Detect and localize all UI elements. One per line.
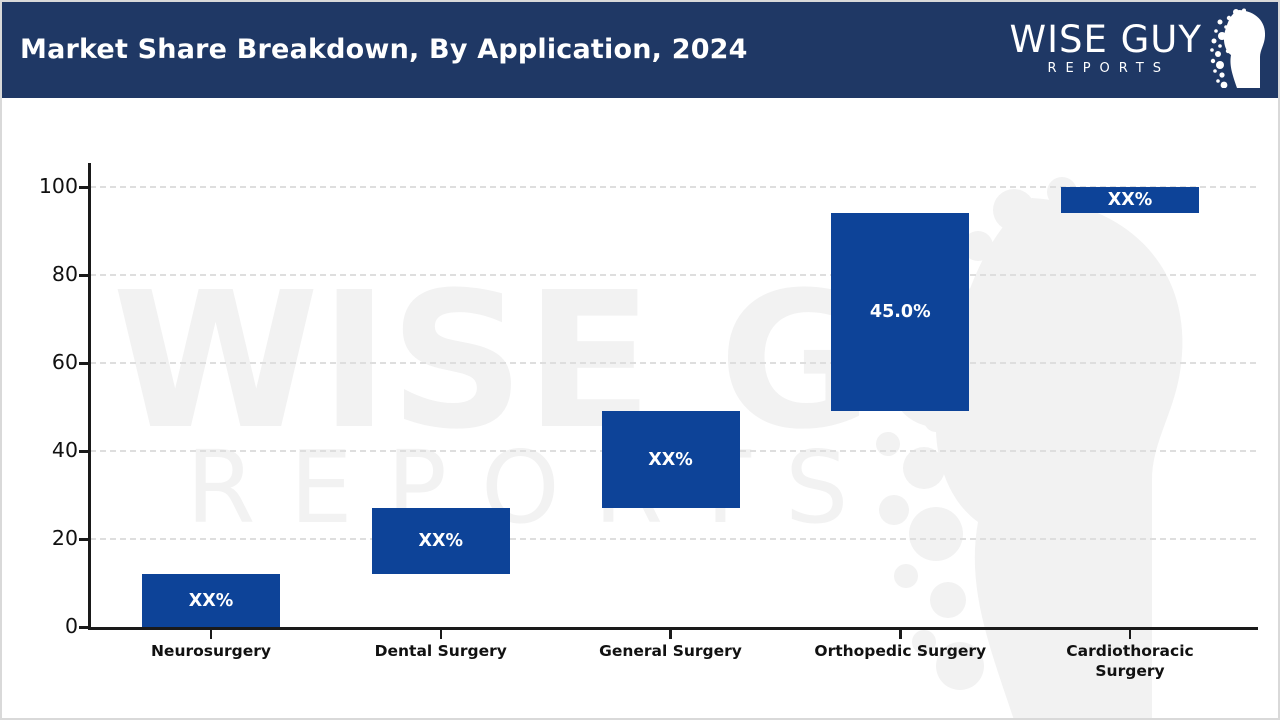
x-tick-4 [1128, 630, 1132, 639]
bar-1: XX% [371, 508, 510, 575]
x-tick-1 [439, 630, 442, 639]
watermark-reports-text: REPORTS [186, 429, 883, 546]
x-axis-label-1: Dental Surgery [374, 642, 507, 660]
x-tick-0 [209, 630, 213, 639]
y-tick-80 [79, 274, 90, 277]
x-tick-2 [669, 630, 672, 639]
x-axis-line [88, 627, 1258, 630]
x-axis-label-0: Neurosurgery [150, 642, 272, 660]
y-tick-0 [79, 626, 90, 629]
y-tick-20 [79, 538, 90, 541]
y-tick-60 [79, 362, 90, 365]
y-tick-label-0: 0 [64, 614, 78, 638]
gridline-y100 [90, 186, 1256, 188]
brand-name: WISE GUY [1009, 18, 1202, 61]
gridline-y80 [90, 274, 1256, 276]
bar-4: XX% [1061, 187, 1199, 214]
y-tick-label-60: 60 [51, 350, 78, 374]
x-axis-label-3: Orthopedic Surgery [814, 642, 987, 660]
y-tick-label-40: 40 [51, 438, 78, 462]
x-tick-3 [899, 630, 902, 639]
bar-value-label-2: XX% [648, 449, 693, 470]
bar-0: XX% [142, 574, 280, 627]
x-axis-label-2: General Surgery [599, 642, 742, 660]
bar-3: 45.0% [831, 213, 970, 412]
bar-value-label-0: XX% [188, 590, 234, 611]
bar-value-label-3: 45.0% [869, 302, 931, 323]
y-tick-100 [79, 186, 90, 189]
brand-logo-text: WISE GUY REPORTS [1010, 21, 1202, 75]
bar-2: XX% [601, 411, 740, 509]
gridline-y20 [90, 538, 1256, 540]
bar-value-label-4: XX% [1107, 190, 1153, 211]
brand-head-icon [1210, 8, 1266, 88]
gridline-y60 [90, 362, 1256, 364]
y-tick-label-20: 20 [51, 526, 78, 550]
bar-value-label-1: XX% [418, 531, 464, 552]
brand-logo: WISE GUY REPORTS [1010, 8, 1268, 88]
y-tick-label-100: 100 [38, 174, 78, 198]
y-tick-40 [79, 450, 90, 453]
header-bar: Market Share Breakdown, By Application, … [0, 0, 1280, 98]
page-title: Market Share Breakdown, By Application, … [20, 33, 748, 65]
x-axis-label-4: Cardiothoracic Surgery [1066, 642, 1194, 680]
y-tick-label-80: 80 [51, 262, 78, 286]
y-axis-line [88, 163, 91, 630]
brand-subtitle: REPORTS [1047, 61, 1171, 76]
